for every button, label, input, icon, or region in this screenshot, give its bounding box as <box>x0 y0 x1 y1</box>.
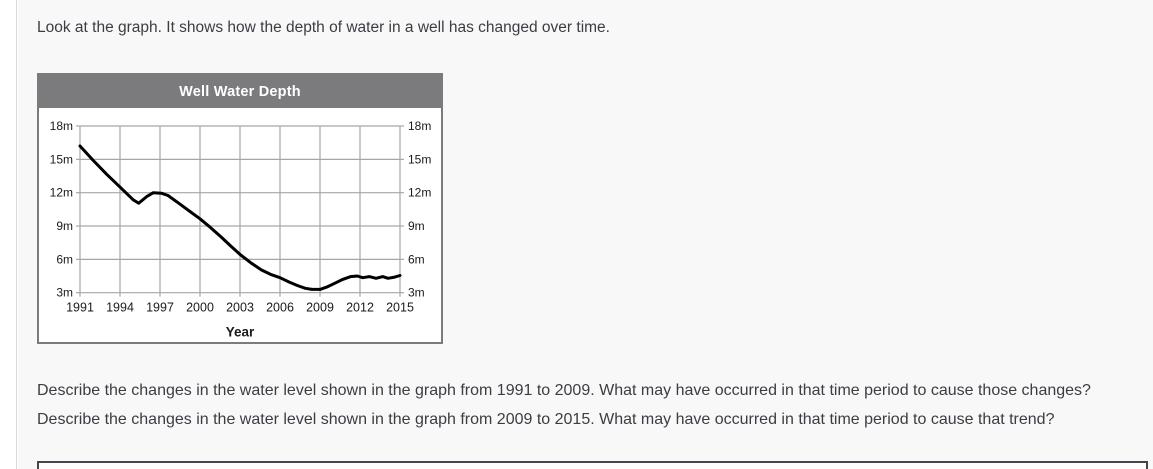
x-axis-tick-label: 1991 <box>66 301 94 315</box>
left-gutter <box>0 0 17 469</box>
well-water-depth-chart: Well Water Depth 1991 1994 1997 2000 2003 200… <box>37 73 443 344</box>
depth-data-line <box>78 144 402 291</box>
y-axis-tick-label-right: 15m <box>408 152 431 166</box>
y-axis-tick-label-right: 18m <box>408 119 431 133</box>
x-axis-tick-label: 1997 <box>146 301 174 315</box>
y-axis-tick-label-left: 6m <box>56 252 73 266</box>
question-intro-text: Look at the graph. It shows how the dept… <box>37 19 610 36</box>
y-axis-tick-label-right: 3m <box>408 286 425 300</box>
x-axis-tick-label: 2012 <box>346 301 374 315</box>
x-axis-tick-label: 2006 <box>266 301 294 315</box>
x-axis-title: Year <box>226 325 255 340</box>
x-axis-tick-label: 2009 <box>306 301 334 315</box>
x-axis-tick-label: 2003 <box>226 301 254 315</box>
y-axis-tick-label-right: 9m <box>408 219 425 233</box>
x-axis-tick-label: 1994 <box>106 301 134 315</box>
y-axis-tick-label-left: 3m <box>56 286 73 300</box>
x-axis-tick-label: 2015 <box>386 301 414 315</box>
question-content-panel: Look at the graph. It shows how the dept… <box>18 0 1153 469</box>
question-prompt-text: Describe the changes in the water level … <box>37 382 1091 428</box>
chart-title: Well Water Depth <box>179 83 301 100</box>
y-axis-tick-label-left: 9m <box>56 219 73 233</box>
x-axis-tick-label: 2000 <box>186 301 214 315</box>
y-axis-tick-label-right: 12m <box>408 186 431 200</box>
chart-plot-area: 1991 1994 1997 2000 2003 2006 2009 2012 2015 18m 1… <box>39 108 441 342</box>
y-axis-tick-label-left: 15m <box>50 152 73 166</box>
y-axis-tick-label-left: 12m <box>50 186 73 200</box>
answer-input[interactable] <box>37 461 1148 469</box>
y-axis-tick-label-right: 6m <box>408 252 425 266</box>
y-axis-tick-label-left: 18m <box>50 119 73 133</box>
chart-title-bar: Well Water Depth <box>39 75 441 108</box>
